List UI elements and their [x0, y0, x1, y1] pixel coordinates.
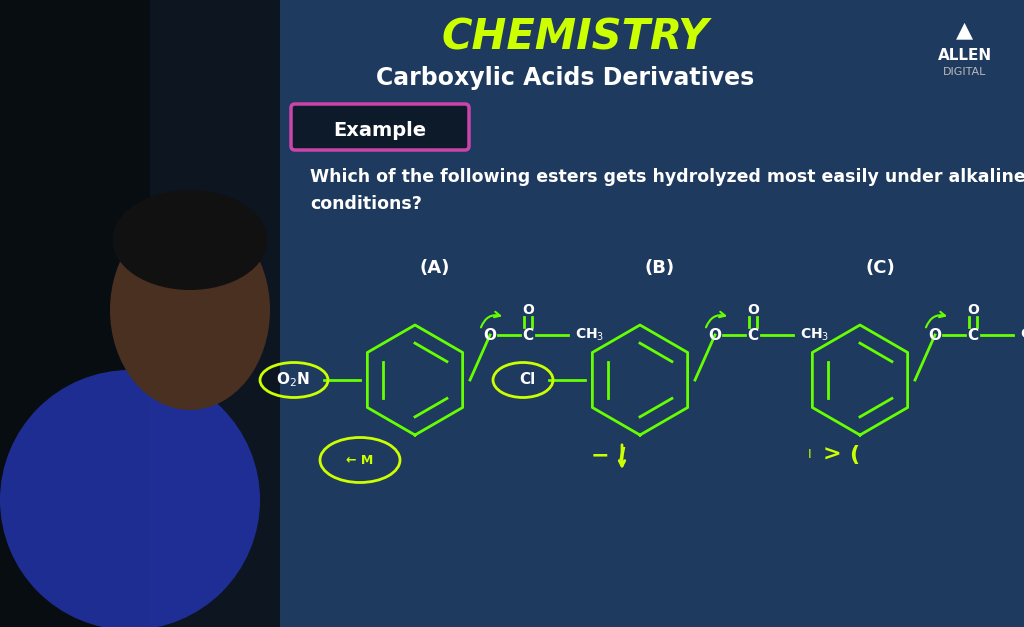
- Text: O: O: [929, 327, 941, 342]
- Text: ALLEN: ALLEN: [938, 48, 992, 63]
- Text: O: O: [483, 327, 497, 342]
- Text: Example: Example: [334, 120, 427, 139]
- Text: O: O: [967, 303, 979, 317]
- Text: DIGITAL: DIGITAL: [943, 67, 987, 77]
- Text: Which of the following esters gets hydrolyzed most easily under alkaline: Which of the following esters gets hydro…: [310, 168, 1024, 186]
- Text: O: O: [522, 303, 534, 317]
- Text: I: I: [618, 446, 626, 464]
- Text: CHEMISTRY: CHEMISTRY: [441, 17, 709, 59]
- Text: (C): (C): [865, 259, 895, 277]
- Ellipse shape: [0, 370, 260, 627]
- Bar: [0, 0, 280, 627]
- Text: O: O: [709, 327, 722, 342]
- Text: C: C: [522, 327, 534, 342]
- Text: Cl: Cl: [519, 372, 535, 387]
- Text: O: O: [748, 303, 759, 317]
- Text: Carboxylic Acids Derivatives: Carboxylic Acids Derivatives: [376, 66, 754, 90]
- Text: C: C: [748, 327, 759, 342]
- Text: >: >: [822, 445, 842, 465]
- Text: ← M: ← M: [346, 453, 374, 466]
- Text: −: −: [591, 445, 609, 465]
- Bar: [0, 0, 150, 627]
- Text: conditions?: conditions?: [310, 195, 422, 213]
- Text: CH$_3$: CH$_3$: [1020, 327, 1024, 343]
- Text: (A): (A): [420, 259, 451, 277]
- Ellipse shape: [110, 210, 270, 410]
- Text: ▲: ▲: [956, 20, 974, 40]
- Text: CH$_3$: CH$_3$: [575, 327, 604, 343]
- Text: C: C: [968, 327, 979, 342]
- Text: O$_2$N: O$_2$N: [276, 371, 310, 389]
- Text: I: I: [808, 448, 812, 461]
- FancyBboxPatch shape: [291, 104, 469, 150]
- Text: CH$_3$: CH$_3$: [800, 327, 829, 343]
- Text: (B): (B): [645, 259, 675, 277]
- Text: (: (: [849, 445, 859, 465]
- Ellipse shape: [113, 190, 267, 290]
